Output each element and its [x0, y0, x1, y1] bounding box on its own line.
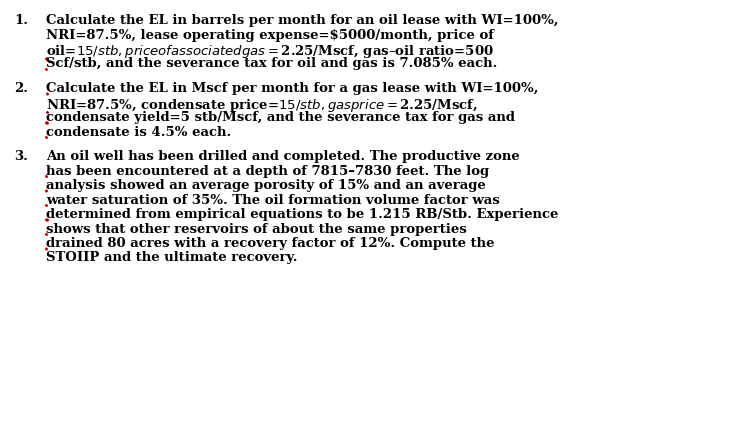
Text: oil=$15/stb, price of associated gas= $2.25/Mscf, gas–oil ratio=500: oil=$15/stb, price of associated gas= $2… — [46, 43, 494, 60]
Text: 1.: 1. — [14, 14, 28, 27]
Text: 3.: 3. — [14, 150, 28, 163]
Text: Scf/stb, and the severance tax for oil and gas is 7.085% each.: Scf/stb, and the severance tax for oil a… — [46, 58, 498, 70]
Text: Calculate the EL in Mscf per month for a gas lease with WI=100%,: Calculate the EL in Mscf per month for a… — [46, 82, 538, 95]
Text: condensate yield=5 stb/Mscf, and the severance tax for gas and: condensate yield=5 stb/Mscf, and the sev… — [46, 111, 515, 124]
Text: NRI=87.5%, condensate price=$15/stb, gas price=$2.25/Mscf,: NRI=87.5%, condensate price=$15/stb, gas… — [46, 96, 478, 114]
Text: An oil well has been drilled and completed. The productive zone: An oil well has been drilled and complet… — [46, 150, 520, 163]
Text: STOIIP and the ultimate recovery.: STOIIP and the ultimate recovery. — [46, 251, 298, 264]
Text: 2.: 2. — [14, 82, 28, 95]
Text: analysis showed an average porosity of 15% and an average: analysis showed an average porosity of 1… — [46, 179, 486, 192]
Text: Calculate the EL in barrels per month for an oil lease with WI=100%,: Calculate the EL in barrels per month fo… — [46, 14, 559, 27]
Text: water saturation of 35%. The oil formation volume factor was: water saturation of 35%. The oil formati… — [46, 194, 500, 206]
Text: shows that other reservoirs of about the same properties: shows that other reservoirs of about the… — [46, 223, 467, 235]
Text: drained 80 acres with a recovery factor of 12%. Compute the: drained 80 acres with a recovery factor … — [46, 237, 495, 250]
Text: has been encountered at a depth of 7815–7830 feet. The log: has been encountered at a depth of 7815–… — [46, 165, 489, 178]
Text: NRI=87.5%, lease operating expense=$5000/month, price of: NRI=87.5%, lease operating expense=$5000… — [46, 29, 494, 42]
Text: condensate is 4.5% each.: condensate is 4.5% each. — [46, 125, 231, 139]
Text: determined from empirical equations to be 1.215 RB/Stb. Experience: determined from empirical equations to b… — [46, 208, 559, 221]
